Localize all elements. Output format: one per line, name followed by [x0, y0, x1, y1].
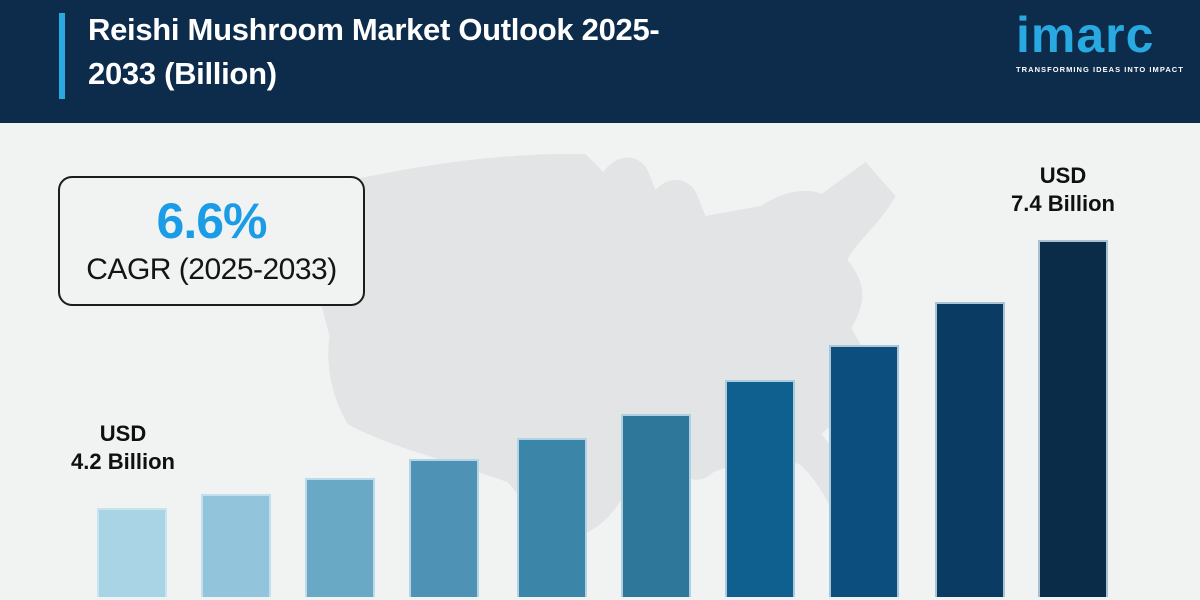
- end-value-label: USD 7.4 Billion: [978, 162, 1148, 218]
- bar-9: [935, 302, 1005, 597]
- bar-4: [409, 459, 479, 597]
- bar-5: [517, 438, 587, 597]
- start-value-label: USD 4.2 Billion: [38, 420, 208, 476]
- bar-7: [725, 380, 795, 597]
- start-value-line1: USD: [99, 421, 147, 446]
- bar-6: [621, 414, 691, 597]
- header: Reishi Mushroom Market Outlook 2025- 203…: [0, 0, 1200, 123]
- bar-2: [201, 494, 271, 597]
- end-value-line1: USD: [1039, 163, 1087, 188]
- cagr-box: 6.6% CAGR (2025-2033): [58, 176, 365, 306]
- start-value-line2: 4.2 Billion: [71, 449, 175, 474]
- imarc-wordmark: imarc: [1016, 7, 1155, 63]
- cagr-label: CAGR (2025-2033): [86, 252, 337, 286]
- page-title-line2: 2033 (Billion): [88, 56, 277, 91]
- bar-8: [829, 345, 899, 597]
- bar-1: [97, 508, 167, 597]
- page-title-line1: Reishi Mushroom Market Outlook 2025-: [88, 12, 660, 47]
- bar-3: [305, 478, 375, 597]
- imarc-tagline: TRANSFORMING IDEAS INTO IMPACT: [1016, 65, 1184, 74]
- title-accent-bar: [59, 13, 65, 99]
- cagr-value: 6.6%: [156, 192, 268, 249]
- page-title: Reishi Mushroom Market Outlook 2025- 203…: [88, 8, 868, 96]
- end-value-line2: 7.4 Billion: [1011, 191, 1115, 216]
- bar-10: [1038, 240, 1108, 597]
- imarc-logo: imarc TRANSFORMING IDEAS INTO IMPACT: [1016, 6, 1186, 74]
